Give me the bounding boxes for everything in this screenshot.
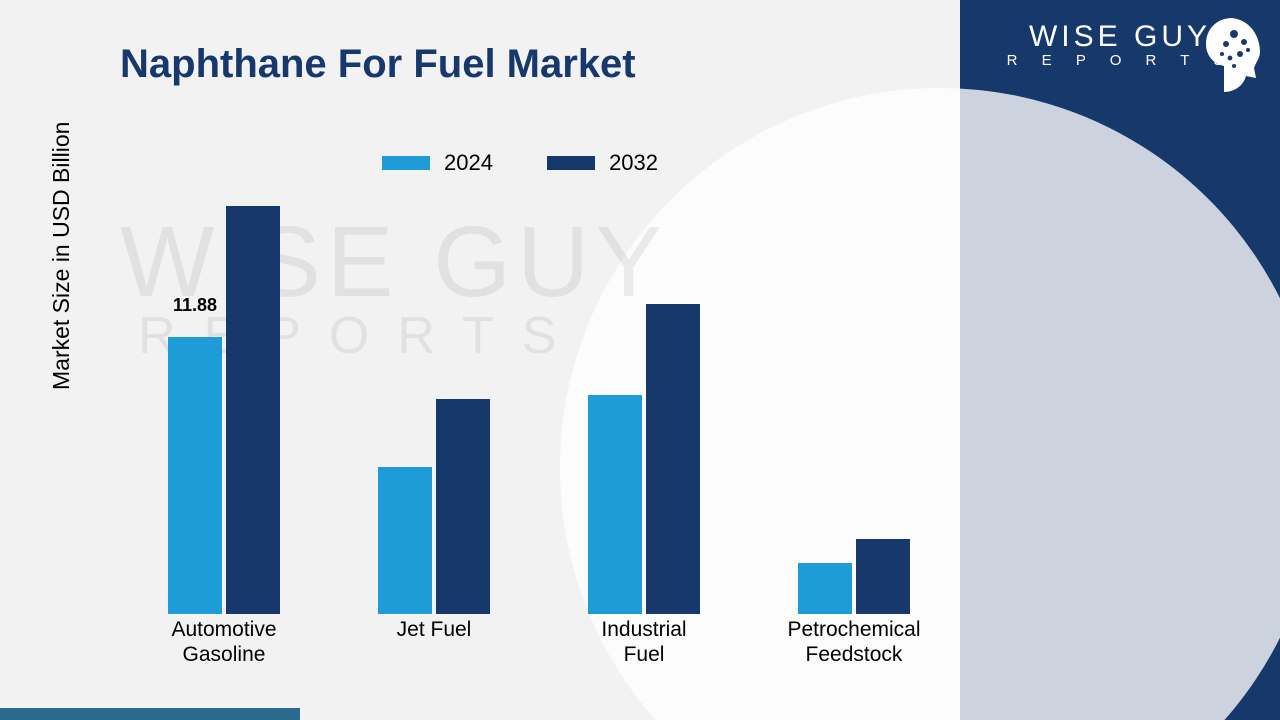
brand-logo: WISE GUY R E P O R T S [990,20,1250,69]
bar [646,304,700,614]
bar-chart: Market Size in USD Billion 2024 2032 11.… [80,150,960,670]
category-label: PetrochemicalFeedstock [759,618,949,668]
chart-title: Naphthane For Fuel Market [120,42,636,87]
bar [378,467,432,614]
bar-value-label: 11.88 [168,295,222,316]
bar [168,337,222,614]
category-label: AutomotiveGasoline [129,618,319,668]
bar [588,395,642,614]
category-label: Jet Fuel [339,618,529,643]
legend: 2024 2032 [80,150,960,176]
legend-label-2024: 2024 [444,150,493,176]
y-axis-label: Market Size in USD Billion [48,122,75,390]
bar [436,399,490,614]
legend-swatch-2024 [382,156,430,170]
bottom-strip [0,708,300,720]
category-label: IndustrialFuel [549,618,739,668]
legend-item-2032: 2032 [547,150,658,176]
bar [226,206,280,614]
bar [798,563,852,614]
head-icon [1194,14,1266,96]
bar [856,539,910,614]
legend-item-2024: 2024 [382,150,493,176]
chart-canvas: WISE GUY REPORTS Naphthane For Fuel Mark… [0,0,1280,720]
legend-swatch-2032 [547,156,595,170]
plot-area: 11.88AutomotiveGasolineJet FuelIndustria… [128,194,958,614]
legend-label-2032: 2032 [609,150,658,176]
